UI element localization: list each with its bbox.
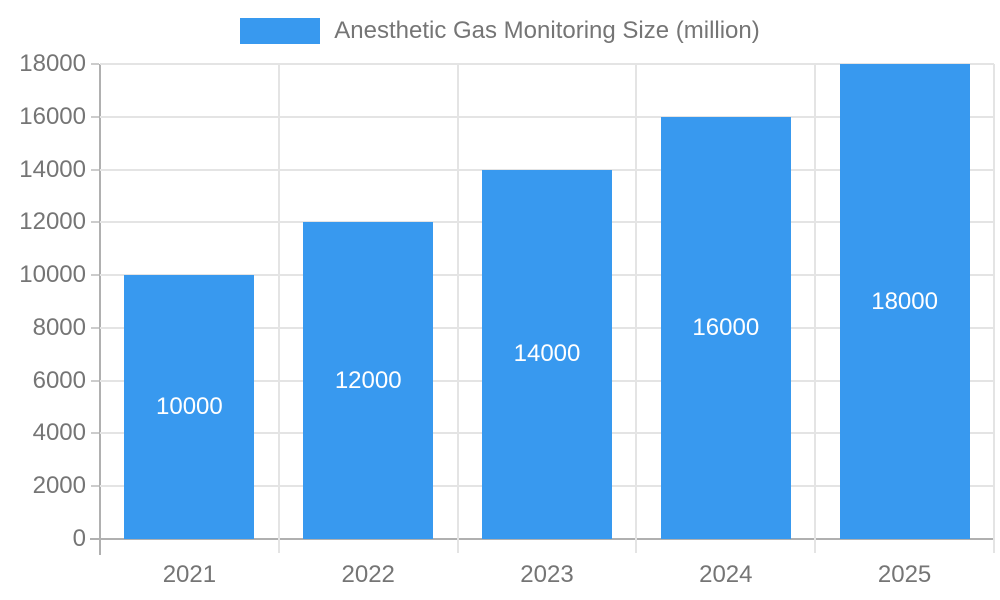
x-axis-line <box>90 538 994 540</box>
v-gridline <box>635 64 638 553</box>
v-gridline <box>277 64 280 553</box>
y-axis-tick <box>91 168 99 171</box>
h-gridline <box>100 63 994 65</box>
plot-area: 10000 12000 14000 16000 18000 <box>100 63 995 553</box>
bar[interactable]: 10000 <box>124 275 255 539</box>
x-axis-category-label: 2021 <box>162 561 217 588</box>
y-axis-tick <box>91 115 99 118</box>
bar[interactable]: 14000 <box>482 169 612 539</box>
bar[interactable]: 12000 <box>303 222 434 539</box>
y-axis-tick-label: 14000 <box>19 155 86 183</box>
h-gridline <box>100 115 994 118</box>
y-axis-tick <box>91 379 99 382</box>
v-gridline <box>993 64 995 553</box>
x-axis-category-label: 2025 <box>877 561 932 588</box>
y-axis-tick-label: 6000 <box>32 366 86 394</box>
bar-value-label: 14000 <box>513 340 581 368</box>
bar-value-label: 12000 <box>334 366 402 394</box>
x-axis-category-label: 2023 <box>520 561 574 588</box>
y-axis-tick-label: 10000 <box>19 261 86 289</box>
y-axis-tick <box>91 432 99 435</box>
x-axis-category-label: 2022 <box>341 561 395 588</box>
h-gridline <box>100 168 994 171</box>
legend: Anesthetic Gas Monitoring Size (million) <box>0 17 1000 45</box>
y-axis-tick <box>91 274 99 277</box>
y-axis-tick <box>91 485 99 488</box>
y-axis-tick <box>91 63 99 65</box>
bar[interactable]: 16000 <box>660 116 791 539</box>
bar-value-label: 16000 <box>692 313 760 341</box>
y-axis-line <box>99 64 101 555</box>
y-axis-tick <box>91 326 99 329</box>
y-axis-tick-label: 8000 <box>32 313 86 341</box>
legend-swatch <box>240 18 321 44</box>
bar-value-label: 10000 <box>156 393 223 421</box>
y-axis-tick-label: 16000 <box>19 102 86 130</box>
y-axis-tick-label: 4000 <box>32 419 86 447</box>
x-axis-category-label: 2024 <box>699 561 753 588</box>
v-gridline <box>456 64 459 553</box>
y-axis-tick-label: 18000 <box>19 50 86 77</box>
bar[interactable]: 18000 <box>839 64 970 539</box>
v-gridline <box>814 64 817 553</box>
y-axis-tick <box>91 221 99 224</box>
legend-item[interactable]: Anesthetic Gas Monitoring Size (million) <box>240 17 760 45</box>
legend-label: Anesthetic Gas Monitoring Size (million) <box>334 17 760 44</box>
y-axis-tick-label: 2000 <box>32 472 86 500</box>
y-axis-tick-label: 0 <box>72 525 86 552</box>
bar-value-label: 18000 <box>871 287 938 315</box>
y-axis-tick-label: 12000 <box>19 208 86 236</box>
